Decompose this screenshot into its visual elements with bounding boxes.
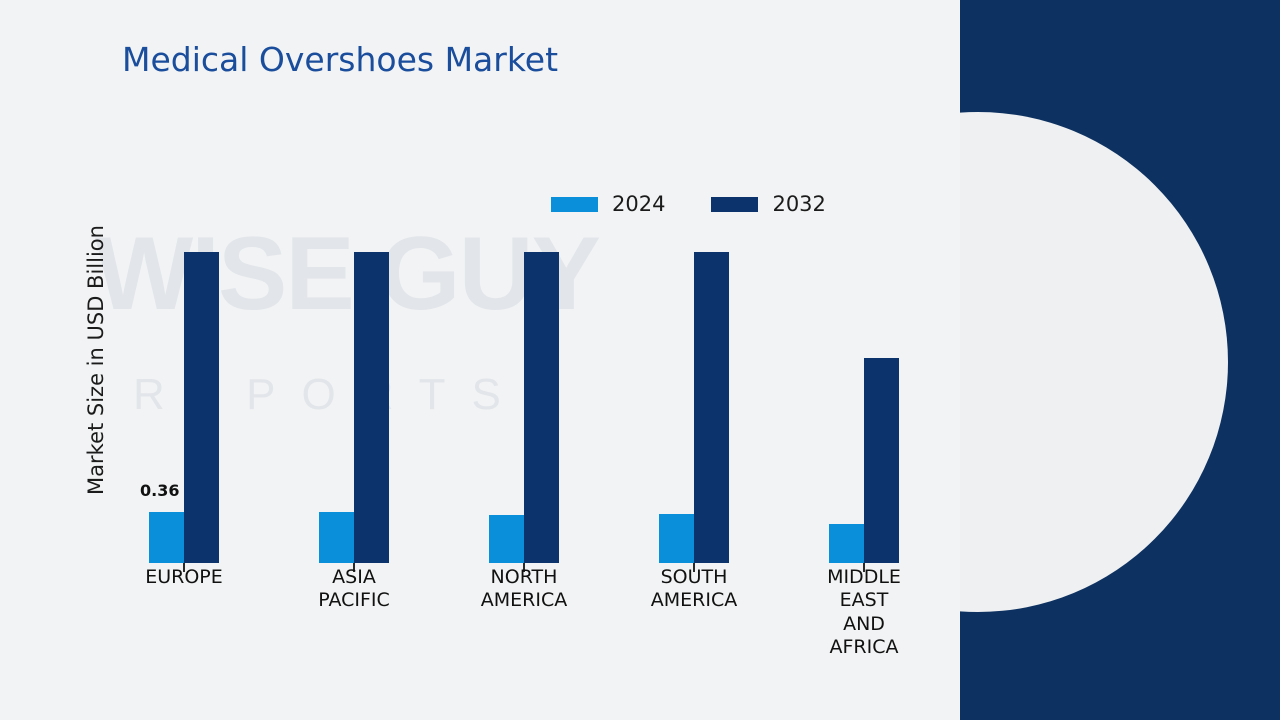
category-label-europe: EUROPE [145, 566, 223, 588]
legend-swatch-2024-icon [551, 197, 598, 212]
category-label-south-america: SOUTH AMERICA [650, 566, 738, 612]
bar-2024-south-america[interactable] [659, 514, 694, 563]
legend-item-2024[interactable]: 2024 [551, 194, 665, 215]
category-label-asia-pacific: ASIA PACIFIC [318, 566, 390, 612]
legend-item-2032[interactable]: 2032 [711, 192, 826, 216]
bar-2024-north-america[interactable] [489, 515, 524, 563]
page-title: Medical Overshoes Market [122, 40, 559, 79]
bar-2024-europe[interactable] [149, 512, 184, 563]
bar-2032-middle-east-and-africa[interactable] [864, 358, 899, 563]
legend-swatch-2032-icon [711, 197, 759, 212]
brand-panel: WISE GUY R E P O R T S [960, 0, 1280, 720]
bar-2032-north-america[interactable] [524, 252, 559, 563]
category-label-north-america: NORTH AMERICA [480, 566, 568, 612]
bar-2032-europe[interactable] [184, 252, 219, 563]
plot-area: 0.36 EUROPE ASIA PACIFIC NORTH AMERICA S… [140, 252, 901, 659]
axis-tick-north-america [523, 563, 525, 572]
legend-label-2032: 2032 [772, 192, 826, 216]
axis-tick-asia-pacific [353, 563, 355, 572]
bar-value-label-europe-2024: 0.36 [140, 481, 180, 500]
category-label-middle-east-and-africa: MIDDLE EAST AND AFRICA [827, 566, 901, 659]
bar-2024-asia-pacific[interactable] [319, 512, 354, 563]
bar-2032-asia-pacific[interactable] [354, 252, 389, 563]
bar-2032-south-america[interactable] [694, 252, 729, 563]
bar-2024-middle-east-and-africa[interactable] [829, 524, 864, 563]
legend-label-2024: 2024 [612, 192, 666, 216]
axis-tick-europe [183, 563, 185, 572]
axis-tick-middle-east-and-africa [863, 563, 865, 572]
chart-legend: 2024 2032 [551, 194, 826, 215]
axis-tick-south-america [693, 563, 695, 572]
brain-dot-pattern-icon [960, 150, 1168, 570]
